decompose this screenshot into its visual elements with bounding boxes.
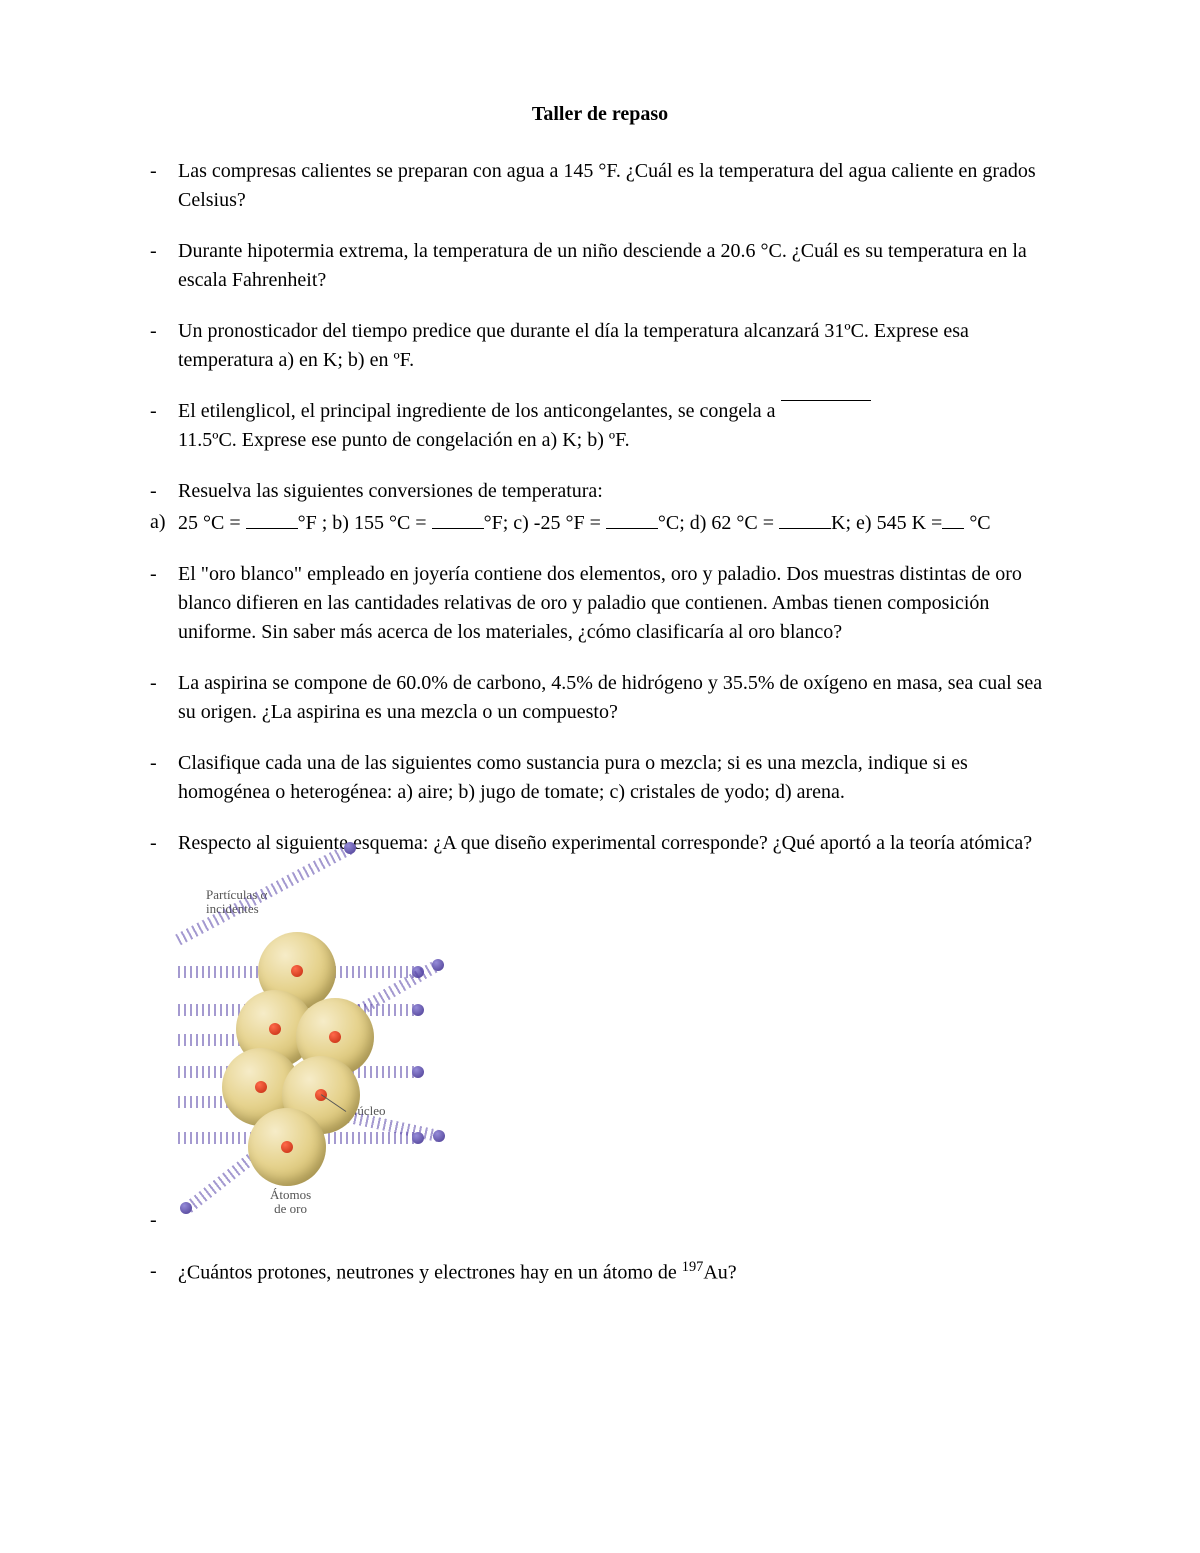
list-marker: - [150,749,178,807]
alpha-particle [412,1132,424,1144]
question-text: La aspirina se compone de 60.0% de carbo… [178,669,1050,727]
alpha-trail [175,843,353,945]
fill-blank[interactable] [942,508,964,529]
question-6: - El "oro blanco" empleado en joyería co… [150,560,1050,647]
gold-atom [248,1108,326,1186]
question-4: - El etilenglicol, el principal ingredie… [150,397,1050,455]
q5-seg: K; e) 545 K = [831,512,942,534]
sub-marker: a) [150,508,178,538]
diagram-container: Partículas α incidentes Núcleo Átomos de… [178,880,1050,1220]
list-marker: - [150,157,178,215]
question-5-body: a) 25 °C = °F ; b) 155 °C = °F; c) -25 °… [150,508,1050,538]
q5-seg: °F ; b) 155 °C = [298,512,432,534]
alpha-particle [412,1066,424,1078]
list-marker: - [150,829,178,858]
question-2: - Durante hipotermia extrema, la tempera… [150,237,1050,295]
nucleus [291,965,303,977]
isotope-mass: 197 [682,1259,704,1275]
question-text: Clasifique cada una de las siguientes co… [178,749,1050,807]
alpha-particle [433,1130,445,1142]
alpha-particle [180,1202,192,1214]
nucleus [329,1031,341,1043]
q4-post: 11.5ºC. Exprese ese punto de congelación… [178,429,630,451]
question-text: Un pronosticador del tiempo predice que … [178,317,1050,375]
list-marker: - [150,237,178,295]
fill-blank[interactable] [606,508,658,529]
question-3: - Un pronosticador del tiempo predice qu… [150,317,1050,375]
question-text: Las compresas calientes se preparan con … [178,157,1050,215]
page-title: Taller de repaso [150,100,1050,129]
list-marker: - [150,560,178,647]
question-7: - La aspirina se compone de 60.0% de car… [150,669,1050,727]
list-marker: - [150,317,178,375]
label-atomos: Átomos de oro [270,1188,311,1217]
question-5-intro: - Resuelva las siguientes conversiones d… [150,477,1050,506]
alpha-particle [432,959,444,971]
label-line: de oro [274,1201,307,1216]
question-text: El etilenglicol, el principal ingredient… [178,397,1050,455]
fill-blank[interactable] [779,508,831,529]
q10-pre: ¿Cuántos protones, neutrones y electrone… [178,1262,682,1284]
q5-seg: 25 °C = [178,512,246,534]
list-marker: - [150,669,178,727]
question-1: - Las compresas calientes se preparan co… [150,157,1050,215]
question-text: ¿Cuántos protones, neutrones y electrone… [178,1257,1050,1288]
question-8: - Clasifique cada una de las siguientes … [150,749,1050,807]
question-text: Durante hipotermia extrema, la temperatu… [178,237,1050,295]
q5-seg: °C; d) 62 °C = [658,512,779,534]
fill-blank[interactable] [246,508,298,529]
rutherford-diagram: Partículas α incidentes Núcleo Átomos de… [178,880,478,1220]
nucleus [255,1081,267,1093]
fill-blank[interactable] [432,508,484,529]
list-marker: - [150,1257,178,1288]
label-line: Átomos [270,1187,311,1202]
question-9: - Respecto al siguiente esquema: ¿A que … [150,829,1050,858]
question-10: - ¿Cuántos protones, neutrones y electro… [150,1257,1050,1288]
blank-overline [781,400,871,413]
list-marker: - [150,397,178,455]
q5-seg: °C [964,512,990,534]
nucleus [281,1141,293,1153]
list-marker: - [150,1206,178,1235]
question-text: 25 °C = °F ; b) 155 °C = °F; c) -25 °F =… [178,508,1050,538]
q10-post: Au? [703,1262,736,1284]
question-text: El "oro blanco" empleado en joyería cont… [178,560,1050,647]
q5-seg: °F; c) -25 °F = [484,512,606,534]
document-page: Taller de repaso - Las compresas calient… [0,0,1200,1553]
question-text: Respecto al siguiente esquema: ¿A que di… [178,829,1050,858]
q4-pre: El etilenglicol, el principal ingredient… [178,400,781,422]
question-text: Resuelva las siguientes conversiones de … [178,477,1050,506]
list-marker: - [150,477,178,506]
nucleus [269,1023,281,1035]
alpha-particle [412,1004,424,1016]
list-marker [150,880,178,1220]
diagram-row: Partículas α incidentes Núcleo Átomos de… [150,880,1050,1220]
